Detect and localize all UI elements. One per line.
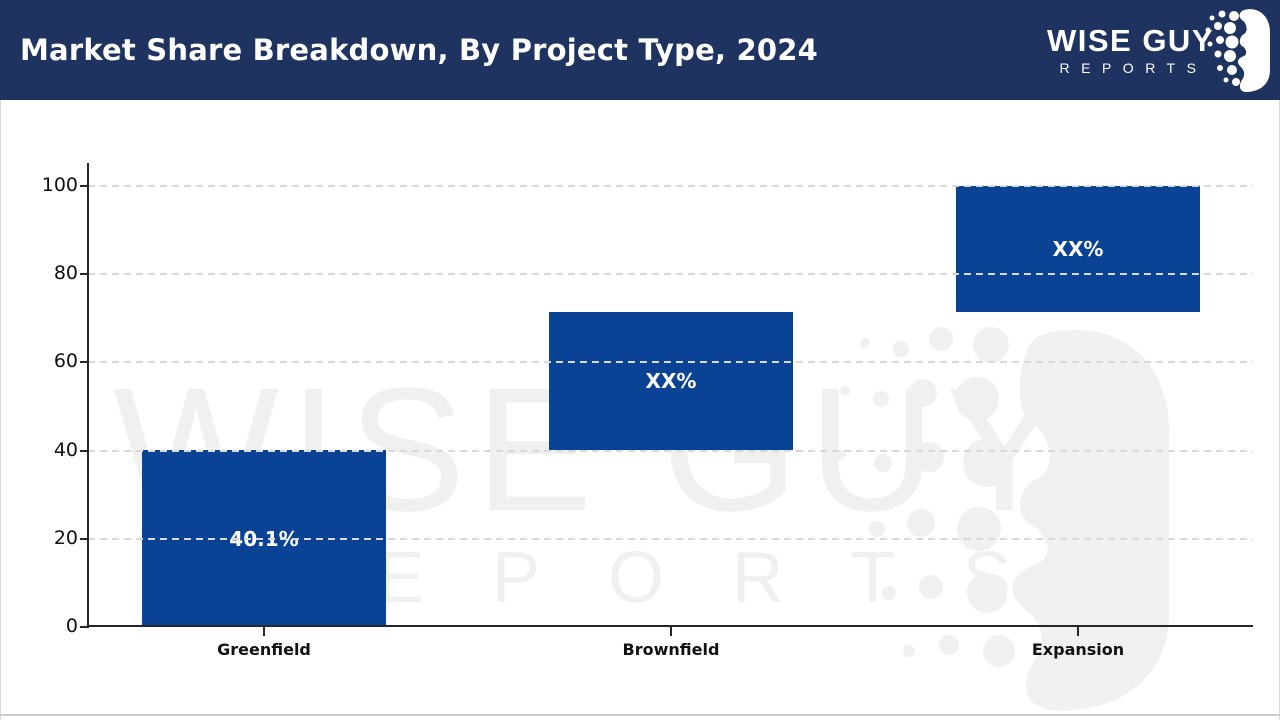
y-tick-label-100: 100 <box>41 174 78 196</box>
header-bar: Market Share Breakdown, By Project Type,… <box>0 0 1280 100</box>
gridline-40 <box>88 449 1253 452</box>
plot-area: 40.1% XX% XX% <box>88 185 1253 627</box>
y-tick-mark <box>80 537 88 540</box>
y-tick-label-60: 60 <box>53 350 78 373</box>
y-tick-mark <box>80 449 88 452</box>
bar-value-label: XX% <box>645 369 697 394</box>
x-category-label-expansion: Expansion <box>1031 640 1125 659</box>
gridline-60 <box>88 361 1253 364</box>
gridline-100 <box>88 185 1253 187</box>
y-tick-label-0: 0 <box>65 615 78 637</box>
bar-value-label: XX% <box>1052 237 1104 262</box>
wiseguy-logo: WISE GUY REPORTS <box>1047 0 1272 100</box>
y-tick-mark <box>80 185 88 187</box>
x-tick-mark <box>670 627 672 636</box>
gridline-20 <box>88 537 1253 540</box>
y-tick-label-20: 20 <box>53 526 78 549</box>
y-axis-line <box>87 163 89 628</box>
x-tick-mark <box>263 627 265 636</box>
logo-wordmark: WISE GUY <box>1046 23 1214 58</box>
y-tick-mark <box>80 626 88 628</box>
gridline-80 <box>88 273 1253 276</box>
x-axis-line <box>87 625 1253 627</box>
y-tick-label-80: 80 <box>53 262 78 285</box>
chart-title: Market Share Breakdown, By Project Type,… <box>20 33 819 67</box>
y-tick-mark <box>80 273 88 276</box>
bottom-divider <box>0 714 1280 716</box>
logo-subtitle: REPORTS <box>1059 60 1208 76</box>
y-tick-label-40: 40 <box>53 438 78 461</box>
x-tick-mark <box>1077 627 1079 636</box>
x-category-label-brownfield: Brownfield <box>622 640 720 659</box>
logo-face-icon <box>1205 9 1270 92</box>
watermark-face-icon <box>836 327 1170 711</box>
logo-text: WISE GUY REPORTS <box>1047 25 1214 75</box>
x-category-label-greenfield: Greenfield <box>217 640 311 659</box>
bar-brownfield: XX% <box>549 312 793 451</box>
y-tick-mark <box>80 361 88 364</box>
bar-expansion: XX% <box>956 186 1200 313</box>
